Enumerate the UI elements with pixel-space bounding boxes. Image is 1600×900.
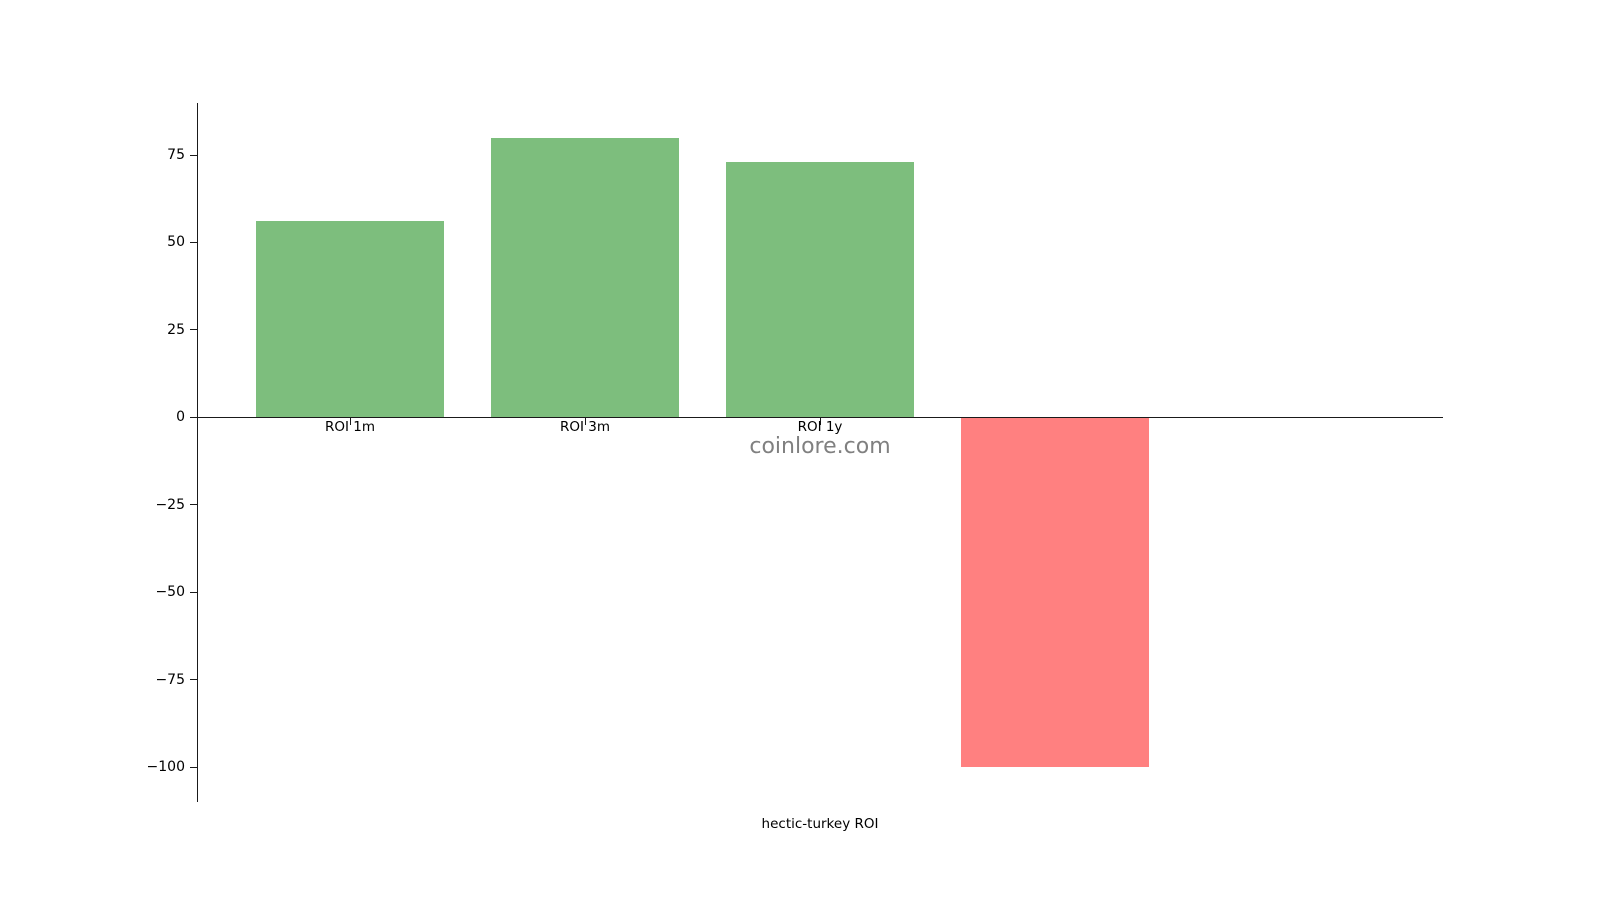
- y-tick-label: −75: [155, 671, 185, 688]
- y-tick-mark: [190, 679, 197, 681]
- chart-title: hectic-turkey ROI: [761, 816, 879, 832]
- watermark: coinlore.com: [749, 434, 891, 459]
- y-tick-mark: [190, 241, 197, 243]
- y-tick-label: 0: [176, 409, 185, 426]
- y-tick-label: −100: [146, 759, 185, 776]
- x-tick-mark: [349, 417, 351, 426]
- y-tick-mark: [190, 329, 197, 331]
- y-tick-mark: [190, 766, 197, 768]
- y-tick-mark: [190, 154, 197, 156]
- y-tick-label: −50: [155, 584, 185, 601]
- bar-unlabeled: [961, 418, 1149, 768]
- x-tick-label: ROI 3m: [559, 419, 611, 436]
- bar-roi-3m: [491, 137, 679, 418]
- y-tick-label: −25: [155, 496, 185, 513]
- x-tick-mark: [584, 417, 586, 426]
- y-tick-mark: [190, 591, 197, 593]
- y-tick-label: 25: [167, 321, 185, 338]
- bar-roi-1m: [256, 221, 444, 418]
- x-tick-label: ROI 1m: [324, 419, 376, 436]
- y-tick-label: 50: [167, 234, 185, 251]
- x-tick-mark: [819, 417, 821, 426]
- y-tick-label: 75: [167, 147, 185, 164]
- x-tick-label: ROI 1y: [797, 419, 843, 436]
- y-tick-mark: [190, 416, 197, 418]
- y-tick-mark: [190, 504, 197, 506]
- y-axis-line: [197, 102, 198, 802]
- bar-roi-1y: [726, 162, 914, 418]
